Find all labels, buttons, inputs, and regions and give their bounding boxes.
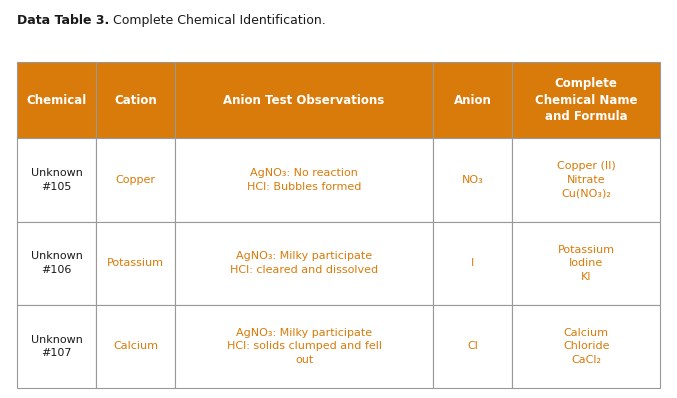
- Text: Copper (II)
Nitrate
Cu(NO₃)₂: Copper (II) Nitrate Cu(NO₃)₂: [556, 162, 615, 199]
- Bar: [512, 62, 660, 139]
- Bar: [175, 139, 433, 222]
- Text: AgNO₃: Milky participate
HCl: cleared and dissolved: AgNO₃: Milky participate HCl: cleared an…: [230, 252, 378, 275]
- Bar: [17, 139, 96, 222]
- Text: Unknown
#105: Unknown #105: [30, 168, 83, 192]
- Bar: [512, 139, 660, 222]
- Bar: [512, 305, 660, 388]
- Text: NO₃: NO₃: [462, 175, 483, 185]
- Text: Complete
Chemical Name
and Formula: Complete Chemical Name and Formula: [535, 77, 637, 123]
- Text: AgNO₃: Milky participate
HCl: solids clumped and fell
out: AgNO₃: Milky participate HCl: solids clu…: [227, 328, 382, 365]
- Text: AgNO₃: No reaction
HCl: Bubbles formed: AgNO₃: No reaction HCl: Bubbles formed: [247, 168, 362, 192]
- Bar: [433, 62, 512, 139]
- Bar: [433, 305, 512, 388]
- Bar: [433, 222, 512, 305]
- Bar: [17, 222, 96, 305]
- Text: Anion Test Observations: Anion Test Observations: [223, 94, 385, 107]
- Text: Cation: Cation: [114, 94, 157, 107]
- Text: Potassium: Potassium: [107, 258, 164, 268]
- Bar: [96, 305, 175, 388]
- Text: Calcium
Chloride
CaCl₂: Calcium Chloride CaCl₂: [563, 328, 609, 365]
- Text: Chemical: Chemical: [26, 94, 87, 107]
- Bar: [175, 62, 433, 139]
- Bar: [175, 222, 433, 305]
- Text: Copper: Copper: [116, 175, 156, 185]
- Bar: [96, 62, 175, 139]
- Text: I: I: [471, 258, 475, 268]
- Text: Unknown
#106: Unknown #106: [30, 252, 83, 275]
- Bar: [512, 222, 660, 305]
- Bar: [433, 139, 512, 222]
- Bar: [17, 62, 96, 139]
- Bar: [17, 305, 96, 388]
- Text: Cl: Cl: [467, 341, 478, 351]
- Text: Unknown
#107: Unknown #107: [30, 335, 83, 358]
- Bar: [96, 222, 175, 305]
- Bar: [96, 139, 175, 222]
- Text: Data Table 3.: Data Table 3.: [17, 14, 109, 27]
- Text: Potassium
Iodine
KI: Potassium Iodine KI: [558, 245, 615, 282]
- Text: Complete Chemical Identification.: Complete Chemical Identification.: [109, 14, 326, 27]
- Bar: [175, 305, 433, 388]
- Text: Calcium: Calcium: [113, 341, 158, 351]
- Text: Anion: Anion: [454, 94, 492, 107]
